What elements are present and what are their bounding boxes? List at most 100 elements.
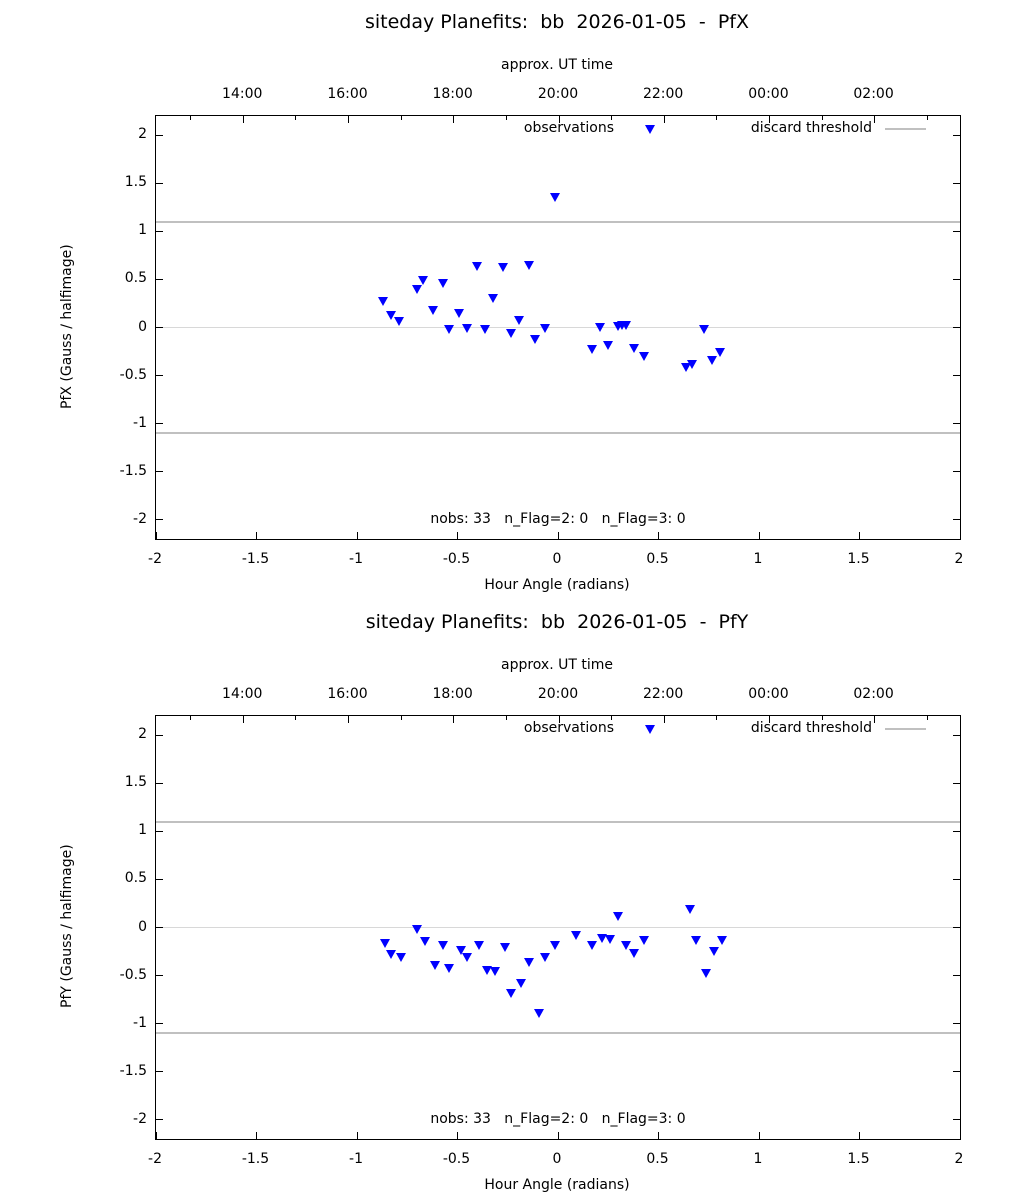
ut-time-tick-mark	[558, 716, 560, 723]
ut-time-tick-label: 16:00	[327, 86, 368, 102]
legend: observations discard threshold	[156, 120, 960, 138]
x-tick-mark	[959, 532, 961, 539]
y-tick-mark	[156, 230, 163, 232]
discard-threshold-line	[156, 1032, 960, 1035]
y-tick-mark-right	[953, 327, 960, 328]
observation-data-point	[411, 924, 422, 934]
observation-data-point	[419, 937, 430, 947]
stats-text: nobs: 33 n_Flag=2: 0 n_Flag=3: 0	[430, 511, 686, 527]
observation-data-point	[717, 936, 728, 946]
observation-data-point	[417, 275, 428, 285]
y-tick-label: -1	[133, 1014, 147, 1031]
y-tick-mark	[156, 423, 163, 425]
y-tick-mark	[156, 927, 163, 928]
y-tick-mark	[156, 782, 163, 784]
ut-time-tick-mark	[242, 716, 244, 723]
observation-data-point	[480, 324, 491, 334]
y-tick-mark-right	[953, 782, 960, 784]
discard-threshold-line	[156, 220, 960, 223]
ut-time-tick-mark	[874, 716, 876, 723]
ut-time-tick-mark	[768, 716, 770, 723]
ut-time-tick-label: 20:00	[537, 86, 579, 102]
x-tick-label: -2	[148, 1151, 162, 1167]
observation-data-point	[586, 941, 597, 951]
observation-data-point	[474, 941, 485, 951]
observation-data-point	[540, 323, 551, 333]
ut-time-minor-tick-mark	[400, 116, 402, 120]
observation-data-point	[612, 912, 623, 922]
x-tick-label: -0.5	[442, 1151, 471, 1167]
observation-data-point	[550, 941, 561, 951]
y-tick-mark-right	[953, 830, 960, 832]
x-tick-label: 1	[753, 551, 763, 567]
y-tick-label: 1	[138, 222, 147, 239]
y-tick-label: -1.5	[119, 1062, 147, 1079]
observation-data-point	[385, 949, 396, 959]
x-axis-label: Hour Angle (radians)	[484, 1177, 630, 1193]
y-tick-label: -2	[133, 1110, 147, 1127]
observation-data-point	[462, 323, 473, 333]
legend-threshold-line-sample	[885, 128, 926, 130]
observation-data-point	[699, 324, 710, 334]
y-tick-mark-right	[953, 519, 960, 521]
observation-data-point	[707, 355, 718, 365]
x-tick-mark	[658, 532, 659, 539]
ut-time-tick-label: 20:00	[537, 686, 579, 702]
observation-data-point	[685, 904, 696, 914]
observation-data-point	[550, 193, 561, 203]
y-tick-mark-right	[953, 927, 960, 928]
ut-time-tick-label: 18:00	[432, 86, 473, 102]
ut-time-tick-mark	[768, 116, 770, 123]
observation-data-point	[482, 966, 493, 976]
y-tick-mark-right	[953, 230, 960, 232]
observation-data-point	[456, 946, 467, 956]
observation-data-point	[596, 933, 607, 943]
y-tick-label: 2	[138, 726, 147, 743]
x-tick-label: -1	[349, 551, 363, 567]
x-tick-label: 2	[954, 551, 964, 567]
zero-line	[156, 927, 960, 928]
x-tick-label: -2	[148, 551, 162, 567]
y-tick-label: -1.5	[119, 462, 147, 479]
ut-time-tick-mark	[453, 116, 455, 123]
ut-time-tick-label: 02:00	[853, 686, 894, 702]
y-tick-mark-right	[953, 1119, 960, 1121]
y-tick-mark	[156, 519, 163, 521]
stats-text: nobs: 33 n_Flag=2: 0 n_Flag=3: 0	[430, 1111, 686, 1127]
observation-data-point	[638, 936, 649, 946]
observation-data-point	[620, 321, 631, 331]
observation-data-point	[385, 310, 396, 320]
y-tick-mark-right	[953, 423, 960, 425]
y-tick-label: 0.5	[124, 870, 147, 887]
y-tick-mark	[156, 471, 163, 473]
plot-area: observations discard threshold nobs: 33 …	[155, 715, 961, 1140]
observation-data-point	[395, 952, 406, 962]
x-tick-mark	[859, 1132, 860, 1139]
observation-data-point	[524, 260, 535, 270]
y-tick-mark-right	[953, 878, 960, 880]
observation-data-point	[377, 297, 388, 307]
ut-time-tick-mark	[453, 716, 455, 723]
x-tick-mark	[256, 1132, 257, 1139]
y-tick-mark	[156, 830, 163, 832]
observation-data-point	[472, 262, 483, 272]
observation-data-point	[691, 936, 702, 946]
ut-time-minor-tick-mark	[926, 716, 928, 720]
ut-time-tick-label: 22:00	[642, 686, 684, 702]
x-axis-label: Hour Angle (radians)	[484, 577, 630, 593]
observation-data-point	[602, 341, 613, 351]
x-tick-label: 0.5	[646, 551, 669, 567]
ut-time-tick-mark	[874, 116, 876, 123]
y-tick-mark-right	[953, 471, 960, 473]
ut-time-tick-label: 00:00	[748, 686, 789, 702]
y-tick-mark	[156, 182, 163, 184]
y-tick-mark	[156, 327, 163, 328]
observation-data-point	[437, 941, 448, 951]
ut-time-tick-label: 14:00	[222, 686, 263, 702]
ut-time-minor-tick-mark	[190, 716, 192, 720]
legend-threshold-label: discard threshold	[750, 720, 872, 736]
ut-time-minor-tick-mark	[611, 116, 613, 120]
observation-data-point	[594, 323, 605, 332]
x-tick-mark	[557, 532, 559, 539]
observation-data-point	[638, 351, 649, 361]
